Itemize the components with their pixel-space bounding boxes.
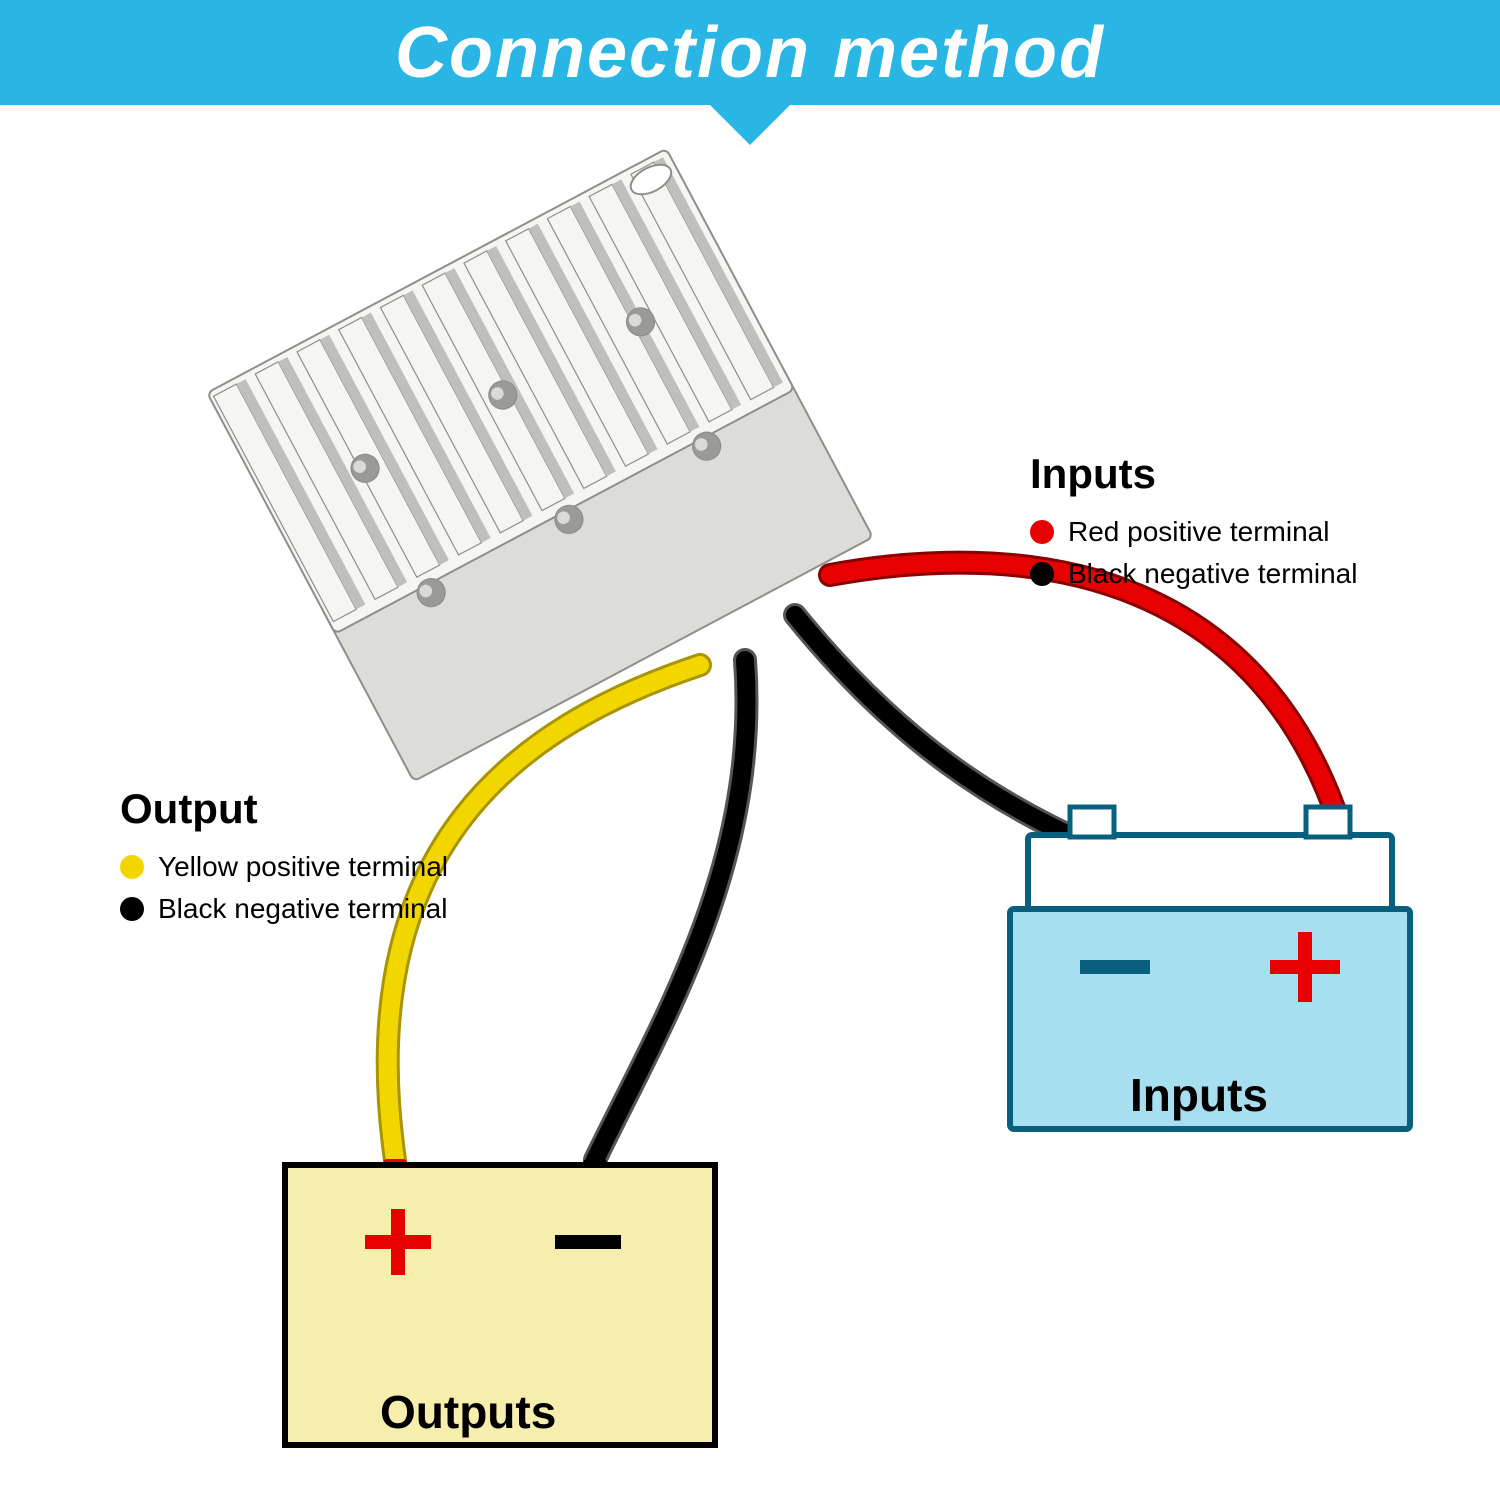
header-banner: Connection method [0,0,1500,105]
legend-inputs-label-0: Red positive terminal [1068,516,1329,548]
legend-inputs-title: Inputs [1030,450,1357,498]
legend-output-title: Output [120,785,448,833]
header-title: Connection method [395,12,1105,94]
dot-icon [1030,520,1054,544]
legend-output-label-1: Black negative terminal [158,893,447,925]
dot-icon [1030,562,1054,586]
legend-output-label-0: Yellow positive terminal [158,851,448,883]
legend-output: Output Yellow positive terminal Black ne… [120,785,448,935]
legend-inputs-row-1: Black negative terminal [1030,558,1357,590]
legend-output-row-1: Black negative terminal [120,893,448,925]
dot-icon [120,855,144,879]
dot-icon [120,897,144,921]
legend-inputs-label-1: Black negative terminal [1068,558,1357,590]
legend-output-row-0: Yellow positive terminal [120,851,448,883]
legend-inputs-row-0: Red positive terminal [1030,516,1357,548]
outputs-box-label: Outputs [380,1385,556,1439]
legend-inputs: Inputs Red positive terminal Black negat… [1030,450,1357,600]
inputs-box-label: Inputs [1130,1068,1268,1122]
